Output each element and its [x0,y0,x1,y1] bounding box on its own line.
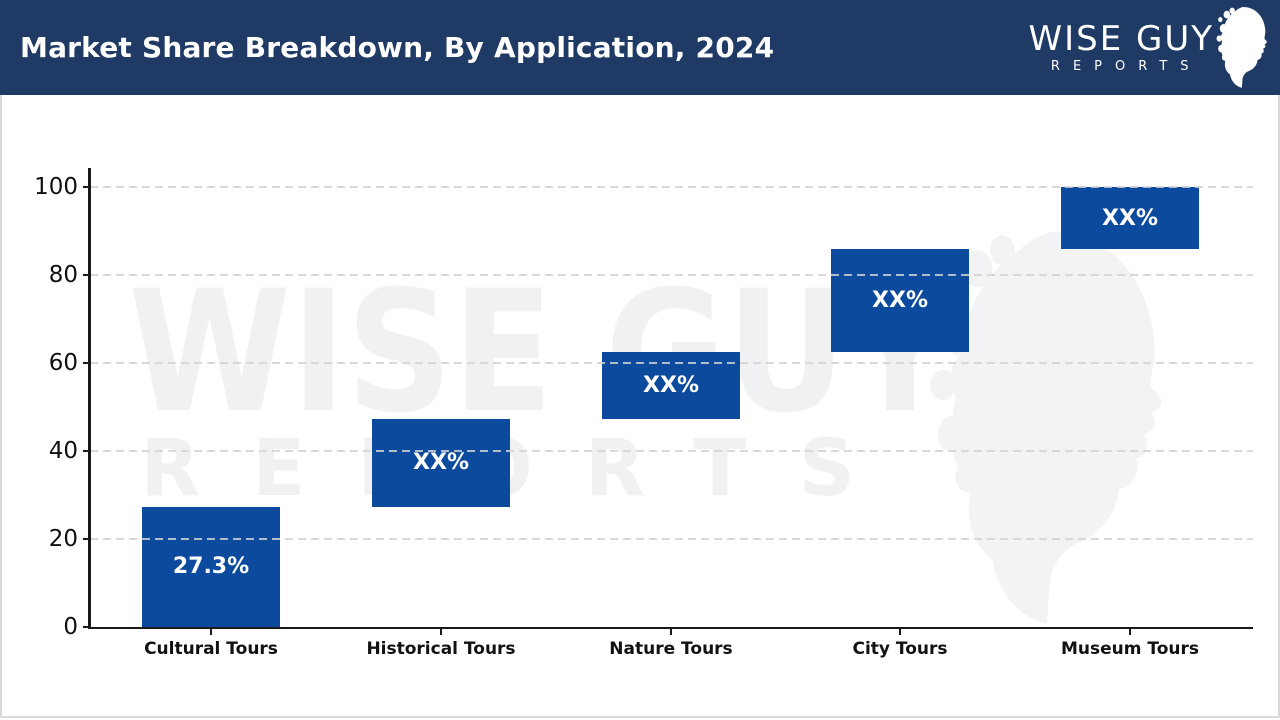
watermark-face-icon [930,232,1162,624]
x-tick-label-0: Cultural Tours [144,639,278,659]
x-tick-label-3: City Tours [852,639,948,659]
y-tick-mark-0 [83,626,90,628]
bar-value-label: XX% [643,373,699,399]
y-tick-mark-40 [83,450,90,452]
logo-brand-subtitle: REPORTS [1050,59,1202,74]
gridline-80 [90,274,1253,276]
bar-value-label: XX% [1102,205,1158,231]
x-tick-mark-4 [1129,628,1131,635]
page-title: Market Share Breakdown, By Application, … [20,31,775,64]
x-tick-mark-2 [670,628,672,635]
x-tick-mark-3 [899,628,901,635]
gridline-20 [90,538,1253,540]
watermark-text-top: WISE GUY [128,254,954,450]
y-tick-label-80: 80 [48,262,78,288]
logo-face-icon [1216,6,1267,88]
x-axis-spine [88,626,1253,629]
x-tick-label-4: Museum Tours [1060,639,1200,659]
wise-guy-logo: WISE GUY REPORTS [1028,6,1270,89]
bar-value-label: 27.3% [172,554,250,580]
bar-value-label: XX% [872,288,928,314]
y-tick-mark-20 [83,538,90,540]
y-tick-label-0: 0 [63,614,78,640]
y-axis-spine [88,168,91,629]
y-tick-mark-100 [83,186,90,188]
y-tick-mark-80 [83,274,90,276]
y-tick-label-20: 20 [48,526,78,552]
gridline-60 [90,362,1253,364]
y-tick-label-100: 100 [34,174,78,200]
y-tick-label-40: 40 [48,438,78,464]
gridline-40 [90,450,1253,452]
x-tick-label-1: Historical Tours [366,639,516,659]
bar-cultural-tours: 27.3% [142,506,280,627]
bar-historical-tours: XX% [372,418,510,507]
bar-value-label: XX% [413,450,469,476]
bar-museum-tours: XX% [1061,187,1199,250]
x-tick-mark-1 [440,628,442,635]
logo-brand-name: WISE GUY [1028,19,1214,59]
bar-city-tours: XX% [831,249,969,353]
header-bar: Market Share Breakdown, By Application, … [0,0,1280,95]
x-tick-label-2: Nature Tours [609,639,733,659]
gridline-100 [90,186,1253,188]
x-tick-mark-0 [210,628,212,635]
logo-text: WISE GUY REPORTS [1028,22,1214,73]
y-tick-mark-60 [83,362,90,364]
watermark-text-bottom: REPORTS [140,424,907,514]
y-tick-label-60: 60 [48,350,78,376]
